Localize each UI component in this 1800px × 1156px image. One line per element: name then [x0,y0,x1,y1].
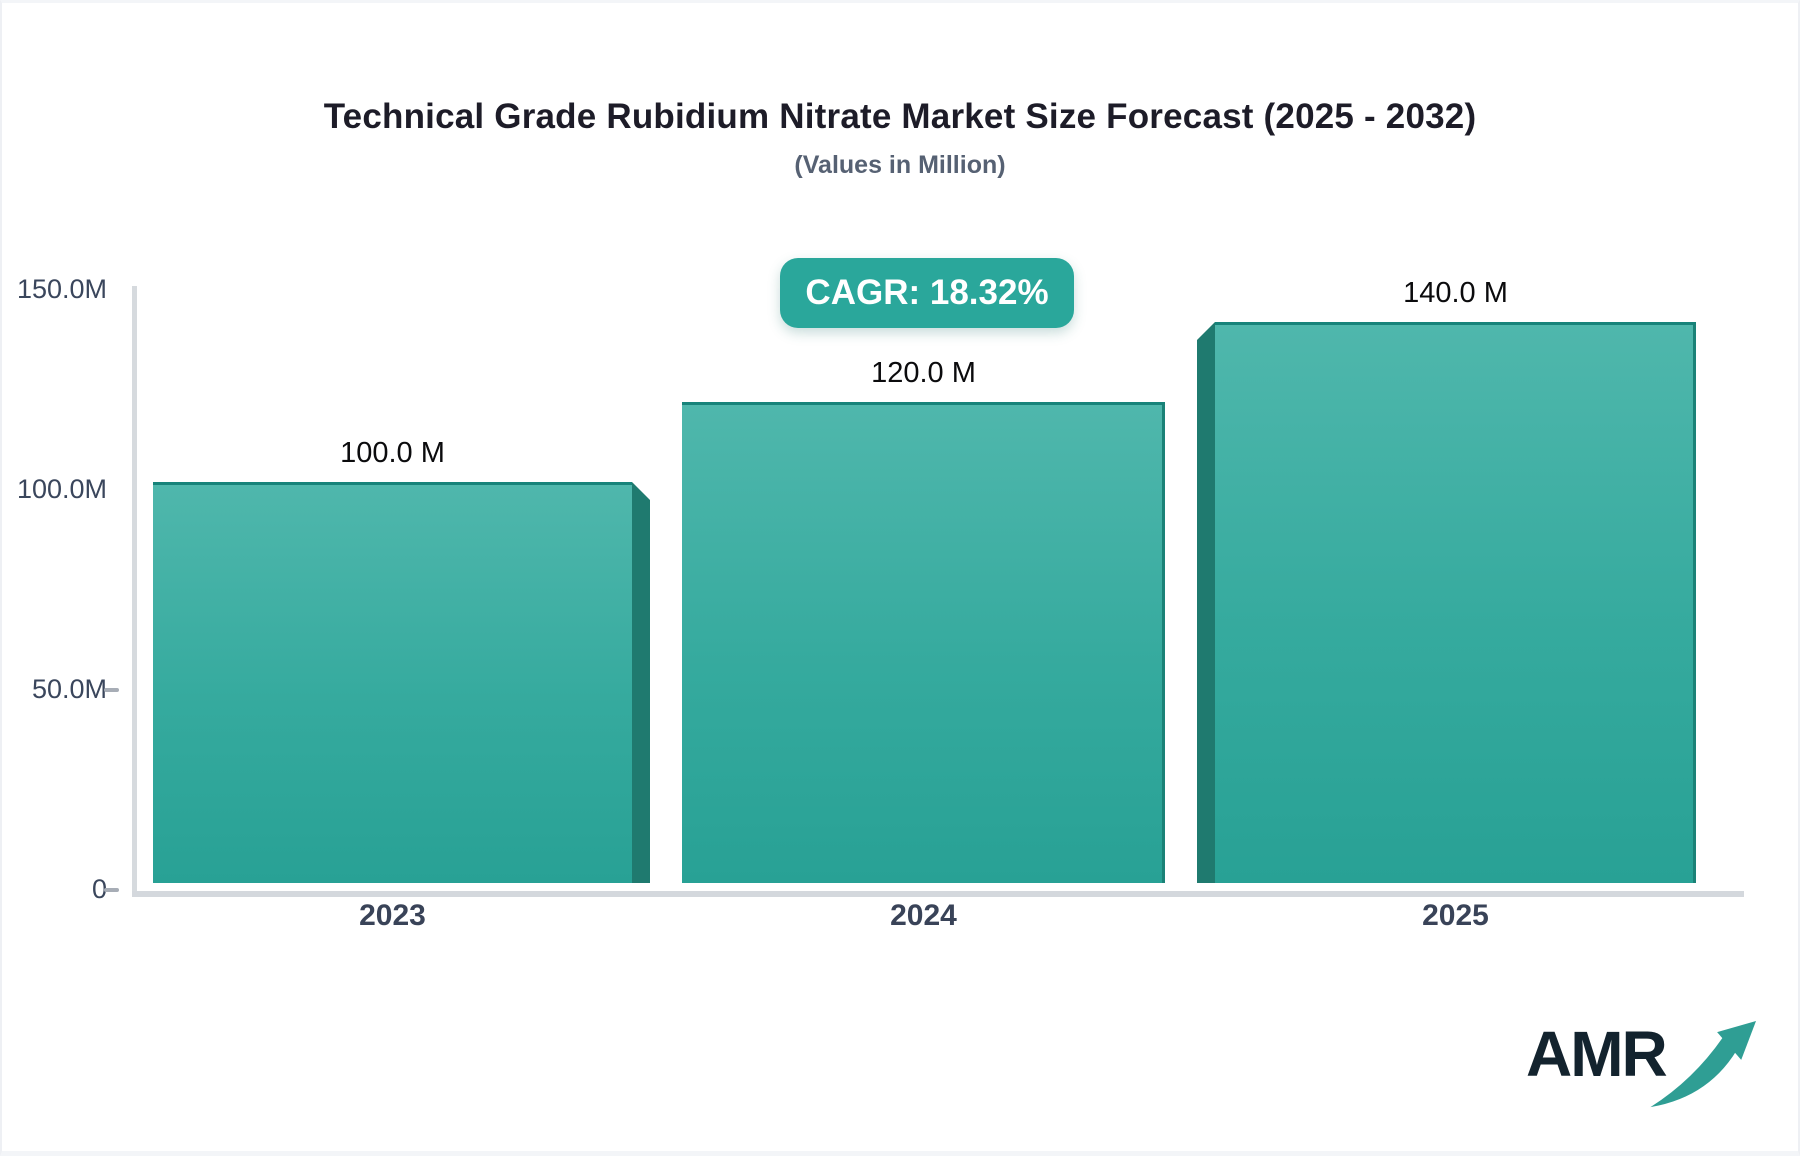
y-axis-line [132,286,137,897]
bar-2025-side-face [1197,322,1215,883]
bar-2025-face[interactable] [1215,322,1696,883]
xtick-label-2023: 2023 [359,899,426,932]
amr-logo: AMR [1526,1019,1762,1109]
ytick-label-50: 50.0M [31,674,107,704]
bar-2023-value-label: 100.0 M [340,437,445,469]
ytick-mark-0 [104,888,119,892]
xtick-label-2024: 2024 [890,899,957,932]
bar-2023-side-face [632,482,650,883]
chart-title: Technical Grade Rubidium Nitrate Market … [323,97,1477,136]
chart-subtitle: (Values in Million) [794,151,1006,179]
ytick-label-150: 150.0M [16,274,107,304]
cagr-badge-label: CAGR: 18.32% [805,273,1049,312]
xtick-label-2025: 2025 [1422,899,1489,932]
growth-arrow-icon [1650,1021,1756,1108]
ytick-label-0: 0 [91,874,107,904]
ytick-mark-50 [104,688,119,692]
amr-logo-text: AMR [1526,1018,1668,1090]
cagr-badge: CAGR: 18.32% [780,258,1074,328]
ytick-label-100: 100.0M [16,474,107,504]
bar-2025-value-label: 140.0 M [1403,277,1508,309]
bar-2024-face[interactable] [682,402,1165,883]
bar-2024-value-label: 120.0 M [871,357,976,389]
bar-2023-face[interactable] [153,482,632,883]
x-axis-line [132,891,1744,897]
